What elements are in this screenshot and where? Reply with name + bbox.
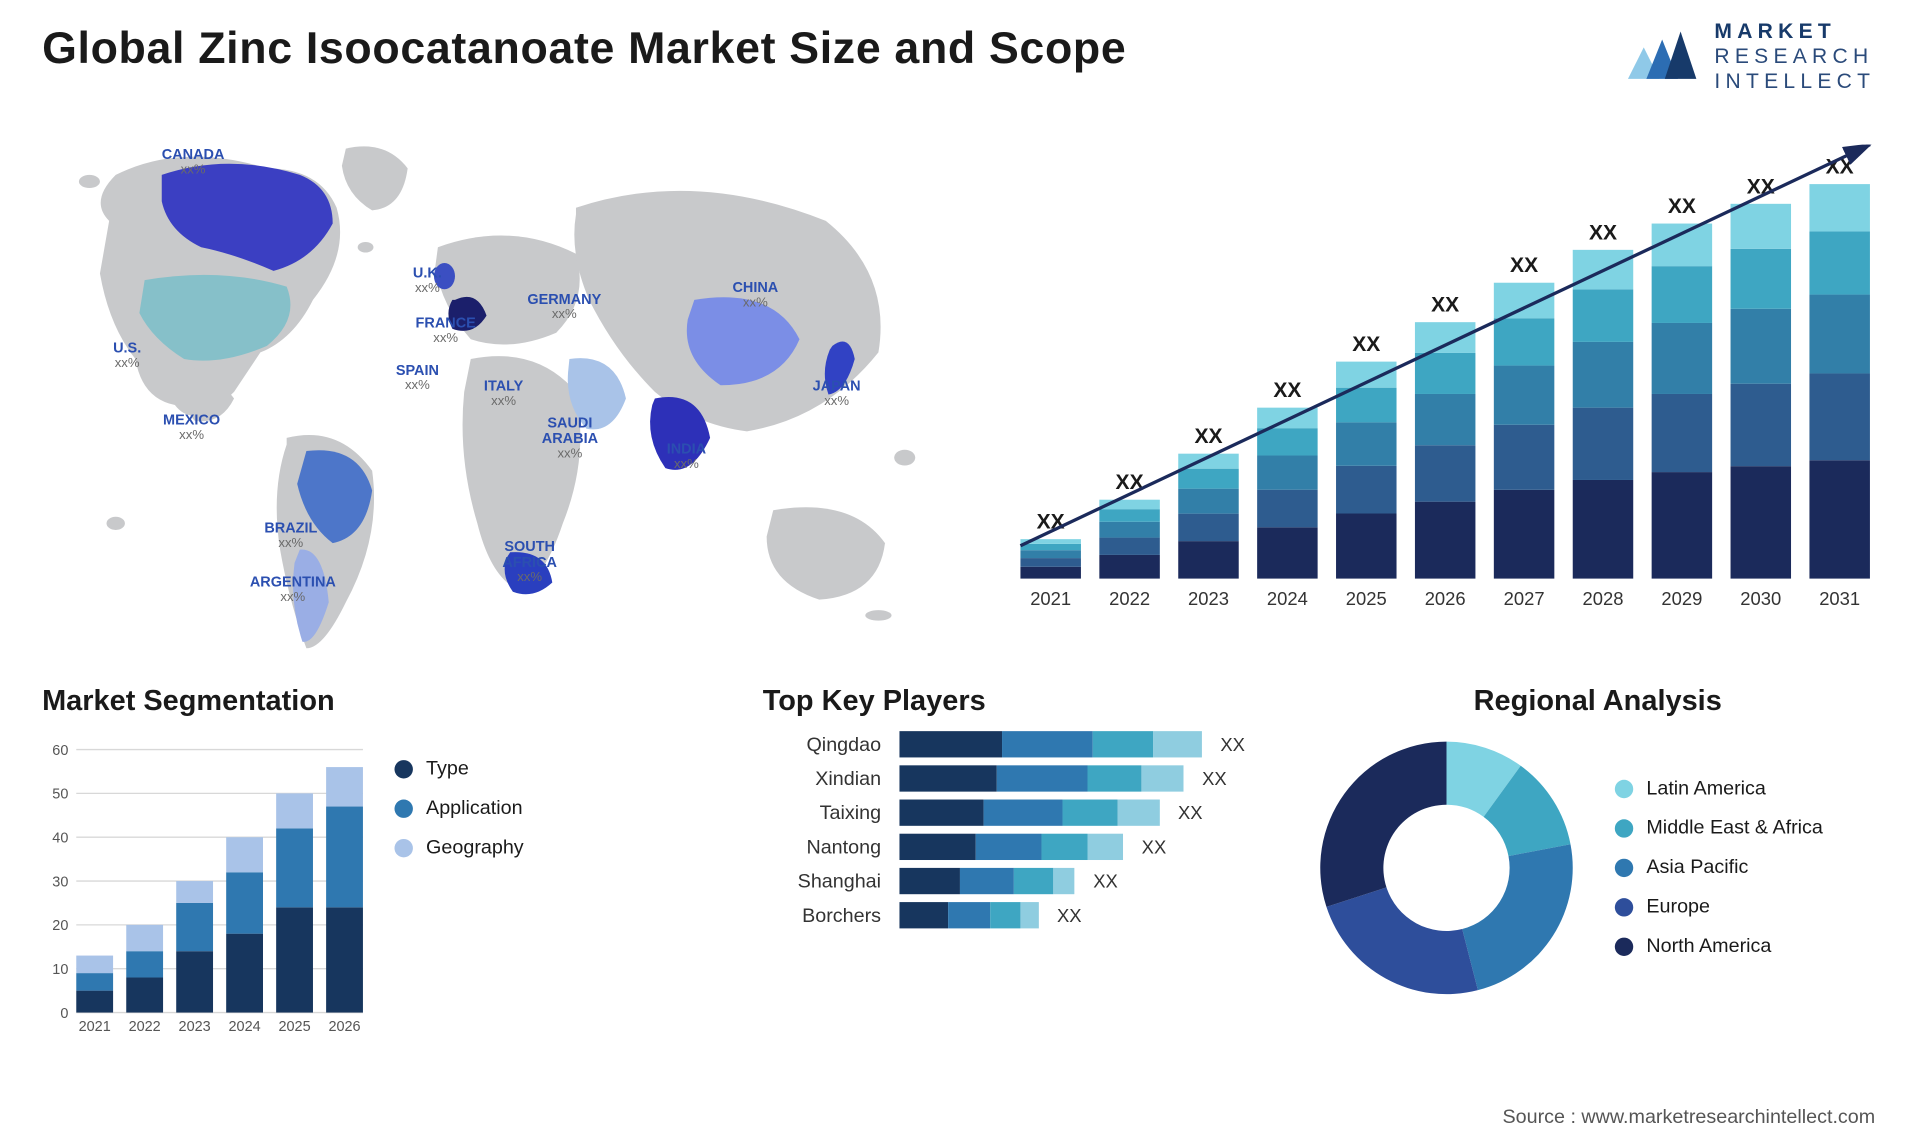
brand-logo: MARKET RESEARCH INTELLECT [1622,21,1875,95]
logo-mark-icon [1622,29,1701,87]
map-label-japan: JAPANxx% [813,379,861,409]
region-legend-item: Latin America [1615,769,1823,808]
map-label-india: INDIAxx% [667,442,706,472]
key-player-row: ShanghaiXX [763,868,1289,894]
map-label-brazil: BRAZILxx% [264,521,317,551]
world-map: CANADAxx% U.S.xx% MEXICOxx% BRAZILxx% ARGENT… [37,129,944,655]
map-label-china: CHINAxx% [732,280,778,310]
legend-item-geography: Geography [395,828,524,867]
svg-text:2030: 2030 [1740,588,1781,609]
svg-text:XX: XX [1431,294,1459,317]
region-legend-item: Asia Pacific [1615,848,1823,887]
svg-text:XX: XX [1273,379,1301,402]
key-players-panel: Top Key Players QingdaoXX XindianXX Taixin… [763,684,1289,936]
map-label-saudi-arabia: SAUDIARABIAxx% [542,416,598,462]
map-label-spain: SPAINxx% [396,363,439,393]
map-label-germany: GERMANYxx% [527,292,601,322]
svg-text:10: 10 [52,962,68,978]
map-label-mexico: MEXICOxx% [163,413,220,443]
svg-text:2031: 2031 [1819,588,1860,609]
legend-item-type: Type [395,750,524,789]
svg-text:2029: 2029 [1661,588,1702,609]
svg-text:2028: 2028 [1583,588,1624,609]
svg-text:2026: 2026 [1425,588,1466,609]
svg-text:20: 20 [52,918,68,934]
segmentation-title: Market Segmentation [42,684,594,718]
map-label-france: FRANCExx% [416,316,476,346]
key-player-row: XindianXX [763,765,1289,791]
regional-title: Regional Analysis [1315,684,1880,718]
key-players-title: Top Key Players [763,684,1289,718]
source-attribution: Source : www.marketresearchintellect.com [1502,1106,1875,1128]
page-title: Global Zinc Isoocatanoate Market Size an… [42,24,1126,75]
svg-text:XX: XX [1510,254,1538,277]
svg-text:2023: 2023 [179,1019,211,1035]
svg-text:2024: 2024 [229,1019,261,1035]
svg-text:2025: 2025 [278,1019,310,1035]
svg-text:2023: 2023 [1188,588,1229,609]
svg-text:60: 60 [52,743,68,759]
regional-donut-svg [1315,736,1578,999]
legend-item-application: Application [395,789,524,828]
map-label-south-africa: SOUTHAFRICAxx% [502,539,557,585]
svg-text:50: 50 [52,787,68,803]
svg-text:40: 40 [52,830,68,846]
map-label-u-s-: U.S.xx% [113,341,141,371]
key-players-rows: QingdaoXX XindianXX TaixingXX NantongXX Shan… [763,731,1289,928]
regional-legend: Latin AmericaMiddle East & AfricaAsia Pa… [1615,769,1823,966]
logo-line3: INTELLECT [1714,71,1875,96]
region-legend-item: North America [1615,927,1823,966]
map-label-argentina: ARGENTINAxx% [250,575,336,605]
map-label-canada: CANADAxx% [162,147,225,177]
logo-line2: RESEARCH [1714,46,1875,71]
svg-text:XX: XX [1589,221,1617,244]
svg-text:XX: XX [1668,195,1696,218]
region-legend-item: Europe [1615,888,1823,927]
svg-text:0: 0 [60,1006,68,1022]
segmentation-chart-svg: 0 10 20 30 40 50 60 2021 2022 2023 2024 2025 2026 [42,726,384,1042]
key-player-row: NantongXX [763,834,1289,860]
svg-text:2025: 2025 [1346,588,1387,609]
segmentation-legend: TypeApplicationGeography [395,750,524,868]
map-label-italy: ITALYxx% [484,379,523,409]
region-legend-item: Middle East & Africa [1615,809,1823,848]
map-label-u-k-: U.K.xx% [413,266,442,296]
logo-line1: MARKET [1714,21,1875,46]
svg-text:2026: 2026 [328,1019,360,1035]
year-chart-svg: XX 2021 XX 2022 XX 2023 XX 2024 XX 2025 XX 2026 XX 20… [1007,145,1875,618]
svg-text:XX: XX [1194,425,1222,448]
market-size-bar-chart: XX 2021 XX 2022 XX 2023 XX 2024 XX 2025 XX 2026 XX 20… [1007,145,1875,618]
svg-text:30: 30 [52,874,68,890]
svg-text:2024: 2024 [1267,588,1308,609]
svg-text:2022: 2022 [1109,588,1150,609]
svg-text:2021: 2021 [79,1019,111,1035]
regional-panel: Regional Analysis Latin AmericaMiddle Ea… [1315,684,1880,1000]
key-player-row: BorchersXX [763,902,1289,928]
svg-text:2021: 2021 [1030,588,1071,609]
svg-text:XX: XX [1352,333,1380,356]
svg-text:2027: 2027 [1504,588,1545,609]
key-player-row: TaixingXX [763,800,1289,826]
svg-text:2022: 2022 [129,1019,161,1035]
key-player-row: QingdaoXX [763,731,1289,757]
